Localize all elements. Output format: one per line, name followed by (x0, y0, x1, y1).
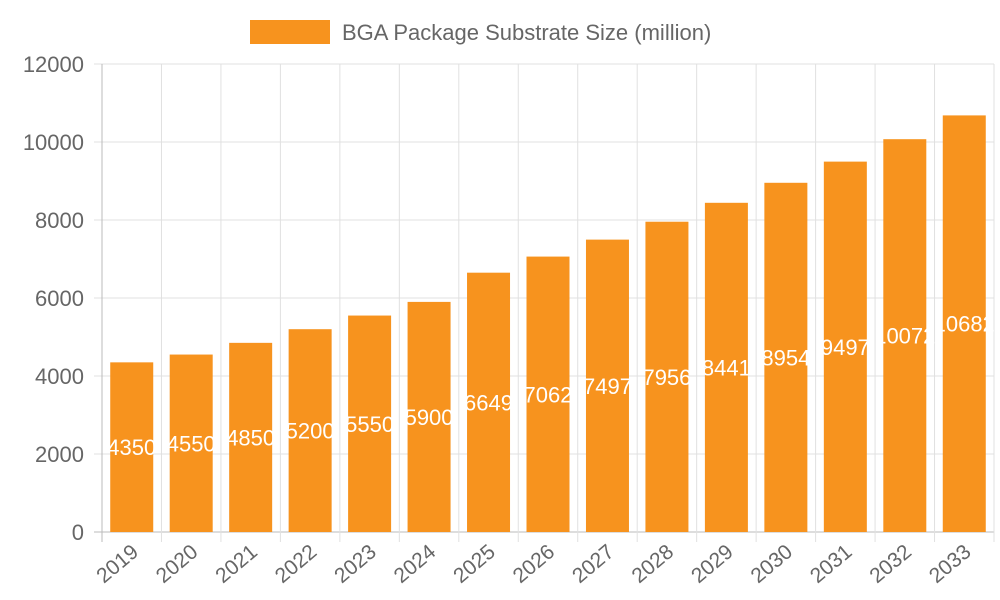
bar (585, 239, 629, 532)
bar (883, 139, 927, 532)
data-label: 10682 (934, 312, 995, 337)
data-labels: 4350 4550 4850 5200 5550 5900 6649 7062 7497 7956… (107, 312, 995, 460)
data-label: 5900 (405, 405, 454, 430)
x-tick-label: 2028 (628, 540, 679, 588)
x-tick-label: 2022 (271, 540, 322, 588)
data-label: 7062 (524, 382, 573, 407)
bar (764, 182, 808, 532)
bar (526, 256, 570, 532)
data-label: 7956 (642, 365, 691, 390)
bar (288, 329, 332, 532)
y-tick-label: 10000 (23, 130, 84, 155)
bar (229, 342, 273, 532)
bar (823, 161, 867, 532)
bar (467, 272, 511, 532)
data-label: 4350 (107, 435, 156, 460)
data-label: 8441 (702, 355, 751, 380)
x-tick-label: 2023 (330, 540, 381, 588)
y-tick-label: 4000 (35, 364, 84, 389)
x-tick-label: 2019 (92, 540, 143, 588)
data-label: 10072 (874, 324, 935, 349)
y-tick-label: 0 (72, 520, 84, 545)
bar (169, 354, 213, 532)
x-tick-label: 2031 (806, 540, 857, 588)
data-label: 8954 (761, 345, 810, 370)
bars (110, 115, 986, 532)
x-tick-label: 2025 (449, 540, 500, 588)
x-tick-label: 2021 (211, 540, 262, 588)
y-tick-label: 2000 (35, 442, 84, 467)
data-label: 7497 (583, 374, 632, 399)
legend-label: BGA Package Substrate Size (million) (342, 20, 711, 45)
data-label: 9497 (821, 335, 870, 360)
x-tick-label: 2030 (747, 540, 798, 588)
bar (110, 362, 154, 532)
bar (348, 315, 392, 532)
data-label: 5550 (345, 412, 394, 437)
bar (645, 221, 689, 532)
legend[interactable]: BGA Package Substrate Size (million) (250, 20, 711, 45)
grid (94, 63, 995, 542)
x-tick-label: 2020 (152, 540, 203, 588)
data-label: 5200 (286, 419, 335, 444)
x-tick-label: 2026 (509, 540, 560, 588)
x-tick-label: 2033 (925, 540, 976, 588)
data-label: 4550 (167, 431, 216, 456)
x-tick-label: 2024 (390, 540, 441, 588)
legend-swatch (250, 20, 330, 44)
x-tick-label: 2032 (865, 540, 916, 588)
bar (704, 202, 748, 532)
bar (407, 301, 451, 532)
y-tick-label: 6000 (35, 286, 84, 311)
x-tick-label: 2027 (568, 540, 619, 588)
x-tick-label: 2029 (687, 540, 738, 588)
y-tick-label: 12000 (23, 52, 84, 77)
data-label: 6649 (464, 390, 513, 415)
bar (942, 115, 986, 532)
y-tick-label: 8000 (35, 208, 84, 233)
data-label: 4850 (226, 425, 275, 450)
